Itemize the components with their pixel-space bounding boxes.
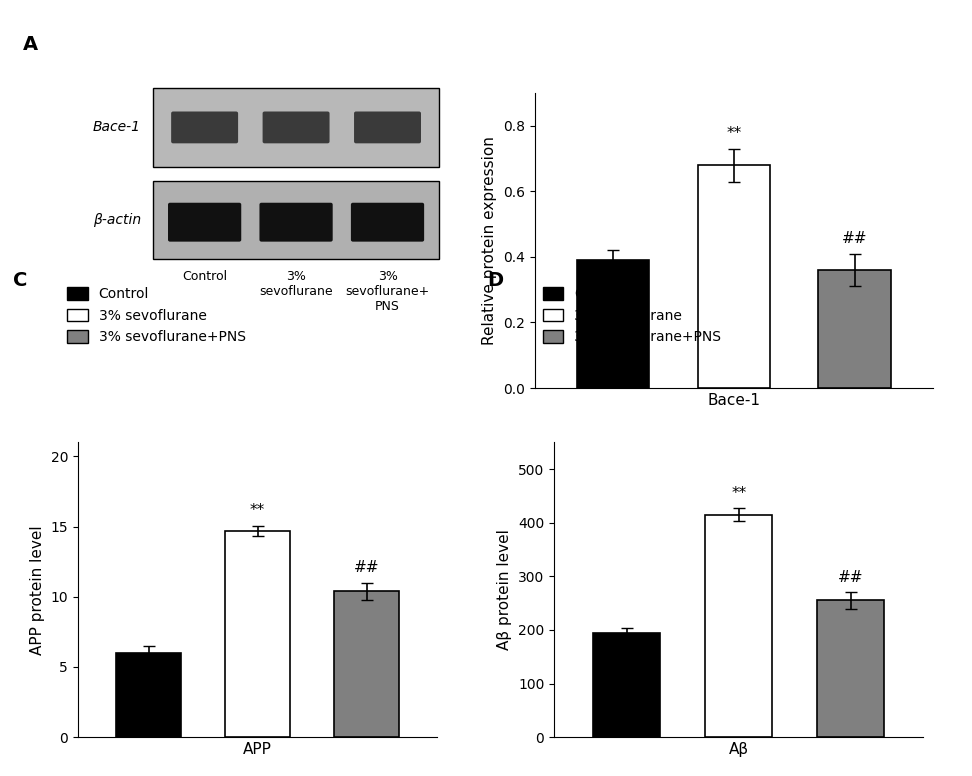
Bar [593, 632, 660, 737]
Bar [698, 165, 770, 388]
Text: 3%
sevoflurane: 3% sevoflurane [260, 270, 332, 298]
Legend: Control, 3% sevoflurane, 3% sevoflurane+PNS: Control, 3% sevoflurane, 3% sevoflurane+… [67, 287, 246, 345]
Text: A: A [22, 35, 38, 54]
Y-axis label: APP protein level: APP protein level [30, 525, 45, 655]
Bar [705, 514, 773, 737]
FancyBboxPatch shape [260, 203, 332, 241]
Text: Control: Control [182, 270, 227, 283]
Y-axis label: Aβ protein level: Aβ protein level [498, 529, 512, 650]
Text: β-actin: β-actin [92, 213, 141, 227]
Bar [225, 531, 291, 737]
Bar [154, 181, 439, 259]
Text: 3%
sevoflurane+
PNS: 3% sevoflurane+ PNS [345, 270, 430, 314]
Text: ##: ## [838, 570, 863, 585]
FancyBboxPatch shape [354, 112, 421, 144]
Text: C: C [13, 272, 27, 290]
Text: Bace-1: Bace-1 [93, 120, 141, 134]
FancyBboxPatch shape [262, 112, 330, 144]
Bar [817, 601, 885, 737]
Bar [116, 653, 182, 737]
Text: D: D [488, 272, 503, 290]
Text: **: ** [731, 486, 746, 501]
Text: ##: ## [354, 560, 379, 575]
Bar [576, 260, 649, 388]
Text: **: ** [726, 126, 742, 141]
Text: ##: ## [842, 231, 867, 246]
Text: **: ** [250, 504, 265, 518]
FancyBboxPatch shape [171, 112, 238, 144]
Legend: Control, 3% sevoflurane, 3% sevoflurane+PNS: Control, 3% sevoflurane, 3% sevoflurane+… [542, 287, 721, 345]
Bar [333, 591, 399, 737]
Y-axis label: Relative protein expression: Relative protein expression [482, 136, 498, 345]
Bar [818, 270, 891, 388]
FancyBboxPatch shape [351, 203, 424, 241]
FancyBboxPatch shape [168, 203, 241, 241]
Bar [154, 88, 439, 167]
